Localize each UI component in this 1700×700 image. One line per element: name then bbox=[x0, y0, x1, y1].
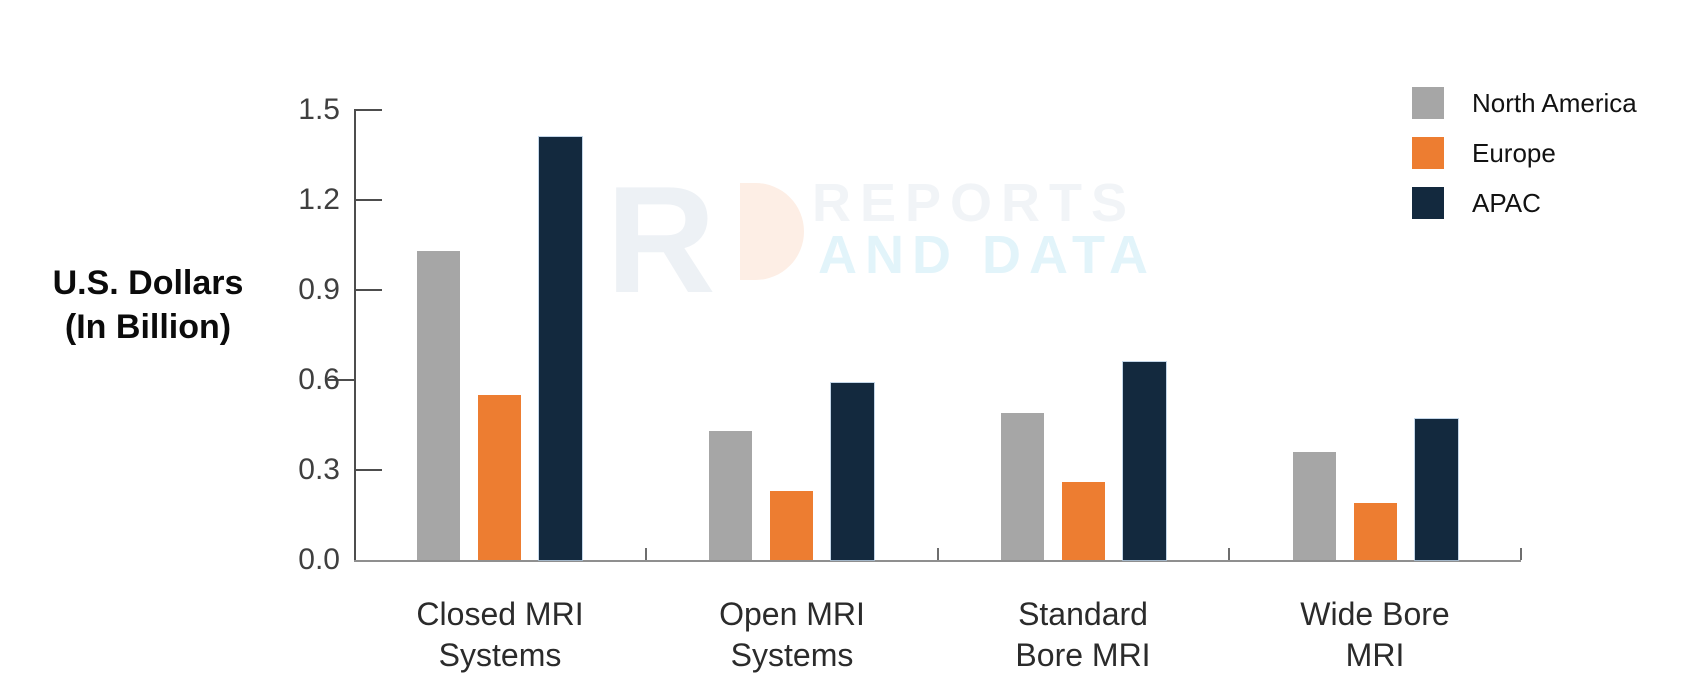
x-category-label-standard-bore-mri: Standard Bore MRI bbox=[943, 594, 1223, 676]
y-tick-1.5 bbox=[354, 109, 382, 111]
x-category-label-line: Closed MRI bbox=[416, 596, 584, 632]
x-category-label-line: Open MRI bbox=[719, 596, 865, 632]
x-category-label-wide-bore-mri: Wide Bore MRI bbox=[1235, 594, 1515, 676]
bar-apac-closed-mri-systems bbox=[539, 137, 582, 560]
y-axis-title-line2: (In Billion) bbox=[64, 307, 232, 346]
y-tick-0.6 bbox=[328, 379, 354, 381]
x-category-label-line: Systems bbox=[730, 637, 854, 673]
bar-north-america-standard-bore-mri bbox=[1001, 413, 1044, 560]
y-axis-title: U.S. Dollars (In Billion) bbox=[28, 262, 268, 349]
x-axis-tick-2 bbox=[936, 548, 939, 560]
legend-label-north-america: North America bbox=[1472, 87, 1637, 118]
y-tick-0.3 bbox=[354, 469, 382, 471]
bar-europe-standard-bore-mri bbox=[1062, 482, 1105, 560]
x-category-label-line: Standard bbox=[1018, 596, 1148, 632]
x-category-label-line: Wide Bore bbox=[1300, 596, 1450, 632]
x-category-label-line: MRI bbox=[1345, 637, 1405, 673]
watermark-r-letter: R bbox=[606, 155, 716, 325]
bar-north-america-open-mri-systems bbox=[709, 431, 752, 560]
watermark-d-shape bbox=[740, 183, 804, 280]
legend-label-europe: Europe bbox=[1472, 137, 1556, 168]
watermark-reports-text: REPORTS bbox=[812, 173, 1137, 233]
bar-europe-wide-bore-mri bbox=[1354, 503, 1397, 560]
y-tick-label-1.2: 1.2 bbox=[298, 183, 340, 216]
y-tick-0.9 bbox=[354, 289, 382, 291]
x-category-label-open-mri-systems: Open MRI Systems bbox=[652, 594, 932, 676]
legend-swatch-europe bbox=[1412, 137, 1444, 169]
bar-north-america-wide-bore-mri bbox=[1293, 452, 1336, 560]
x-category-label-closed-mri-systems: Closed MRI Systems bbox=[360, 594, 640, 676]
bar-apac-wide-bore-mri bbox=[1415, 419, 1458, 560]
x-category-label-line: Bore MRI bbox=[1015, 637, 1151, 673]
y-tick-label-1.5: 1.5 bbox=[298, 93, 340, 126]
legend: North America Europe APAC bbox=[1412, 87, 1637, 237]
watermark-and-data-text: AND DATA bbox=[818, 225, 1156, 285]
legend-item-north-america: North America bbox=[1412, 87, 1637, 119]
y-tick-label-0.6: 0.6 bbox=[298, 363, 340, 396]
bar-europe-closed-mri-systems bbox=[478, 395, 521, 560]
bar-apac-open-mri-systems bbox=[831, 383, 874, 560]
x-axis-tick-1 bbox=[644, 548, 647, 560]
legend-swatch-north-america bbox=[1412, 87, 1444, 119]
legend-swatch-apac bbox=[1412, 187, 1444, 219]
y-tick-label-0.0: 0.0 bbox=[298, 543, 340, 576]
y-axis-title-line1: U.S. Dollars bbox=[52, 264, 244, 302]
x-axis-tick-3 bbox=[1228, 548, 1231, 560]
x-axis-tick-4 bbox=[1520, 548, 1522, 560]
y-tick-label-0.9: 0.9 bbox=[298, 273, 340, 306]
legend-item-europe: Europe bbox=[1412, 137, 1637, 169]
y-axis-line bbox=[354, 110, 356, 562]
legend-label-apac: APAC bbox=[1472, 187, 1541, 218]
legend-item-apac: APAC bbox=[1412, 187, 1637, 219]
x-category-label-line: Systems bbox=[438, 637, 562, 673]
x-axis-line bbox=[354, 560, 1521, 562]
bar-north-america-closed-mri-systems bbox=[417, 251, 460, 560]
y-tick-label-0.3: 0.3 bbox=[298, 453, 340, 486]
bar-apac-standard-bore-mri bbox=[1123, 362, 1166, 560]
y-tick-1.2 bbox=[354, 199, 382, 201]
bar-europe-open-mri-systems bbox=[770, 491, 813, 560]
